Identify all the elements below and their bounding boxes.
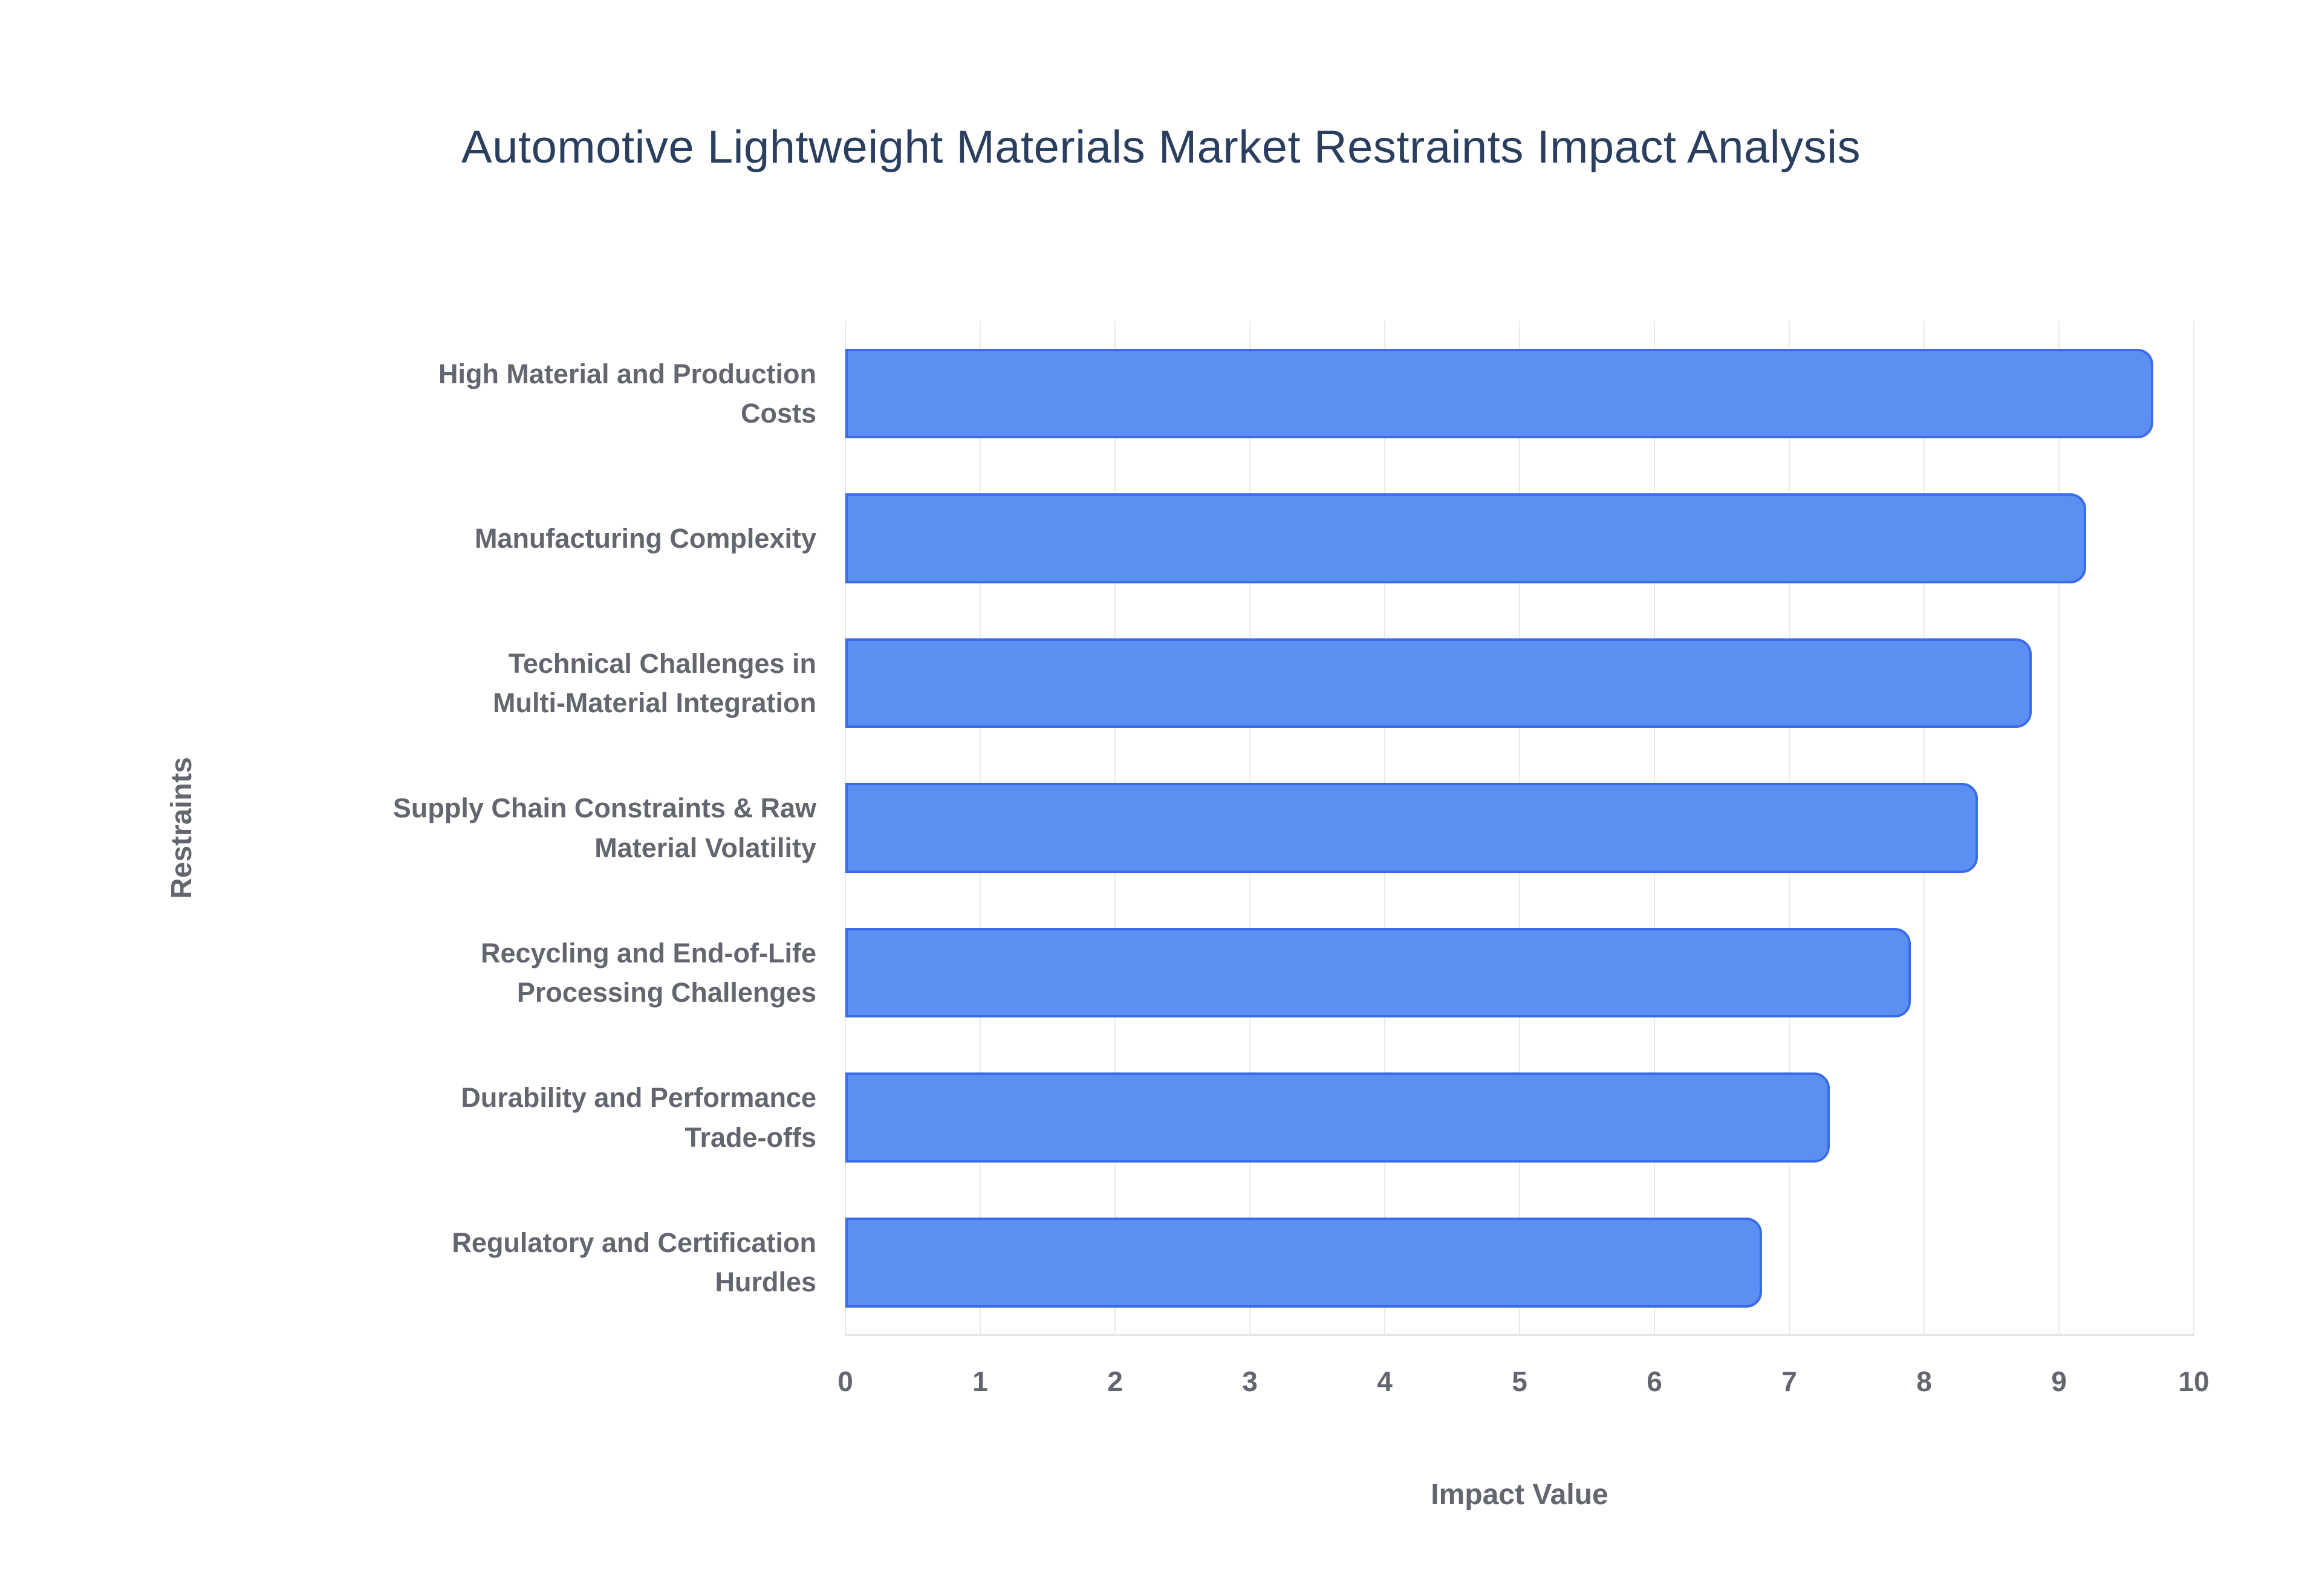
bar-row [845,900,2194,1045]
chart-title: Automotive Lightweight Materials Market … [461,122,1861,173]
bar-row [845,321,2194,466]
x-tick-label: 6 [1647,1366,1662,1397]
bar-row [845,611,2194,756]
x-tick-label: 9 [2051,1366,2067,1397]
x-tick-label: 4 [1377,1366,1393,1397]
x-tick-label: 3 [1242,1366,1258,1397]
bar-row [845,466,2194,611]
category-label: Technical Challenges in Multi-Material I… [492,647,816,718]
category-labels: High Material and Production Costs Manufa… [0,321,816,1335]
category-label: Manufacturing Complexity [474,522,816,554]
bar-row [845,1045,2194,1190]
category-label-cell: Technical Challenges in Multi-Material I… [0,611,816,756]
x-tick-label: 1 [972,1366,988,1397]
category-label: Recycling and End-of-Life Processing Cha… [480,937,816,1008]
x-tick-label: 7 [1781,1366,1797,1397]
x-axis-baseline [845,1334,2194,1336]
plot-area [845,321,2194,1336]
gridline [2058,321,2060,1335]
bar [845,638,2032,728]
category-label-cell: Supply Chain Constraints & Raw Material … [0,756,816,901]
category-label-cell: Durability and Performance Trade-offs [0,1045,816,1190]
bar-rows [845,321,2194,1335]
category-label-cell: High Material and Production Costs [0,321,816,466]
category-label-cell: Manufacturing Complexity [0,466,816,611]
bar [845,927,1911,1018]
bar [845,783,1979,873]
category-label: Supply Chain Constraints & Raw Material … [392,793,816,863]
bar [845,493,2086,583]
x-tick-label: 8 [1916,1366,1932,1397]
category-label: High Material and Production Costs [438,358,816,429]
category-label-cell: Recycling and End-of-Life Processing Cha… [0,900,816,1045]
category-label-cell: Regulatory and Certification Hurdles [0,1190,816,1335]
bar-row [845,756,2194,901]
bar-row [845,1190,2194,1335]
category-label: Regulatory and Certification Hurdles [452,1227,816,1298]
bar [845,1072,1830,1163]
x-tick-label: 5 [1512,1366,1527,1397]
bar [845,1217,1763,1308]
x-tick-label: 2 [1107,1366,1123,1397]
bar [845,348,2154,439]
x-tick-label: 0 [837,1366,853,1397]
gridline [2193,321,2194,1335]
category-label: Durability and Performance Trade-offs [461,1082,816,1153]
x-tick-labels: 0 1 2 3 4 5 6 7 8 9 10 [837,1365,2209,1407]
x-tick-label: 10 [2178,1366,2210,1397]
x-axis-title: Impact Value [1431,1479,1608,1511]
